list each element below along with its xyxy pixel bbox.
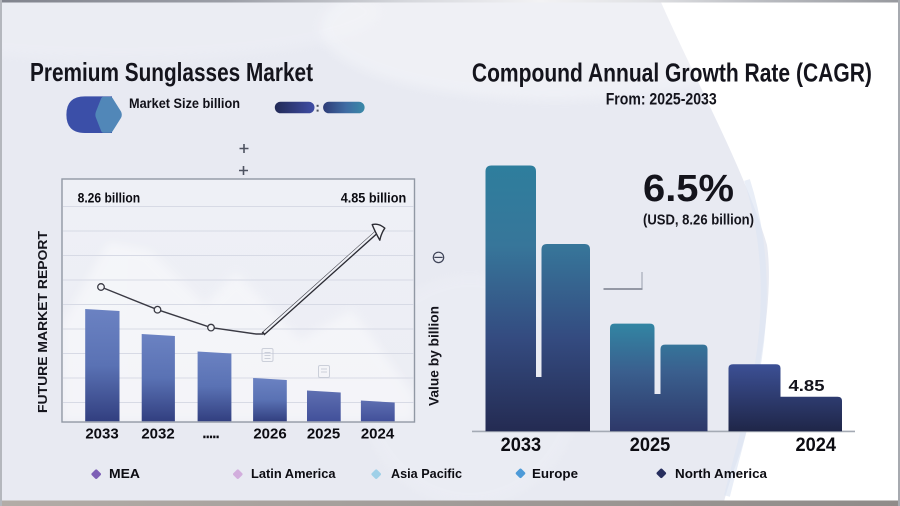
svg-text:2025: 2025 [307, 425, 340, 442]
svg-text:4.85: 4.85 [789, 378, 825, 395]
svg-text:Compound Annual Growth Rate (C: Compound Annual Growth Rate (CAGR) [472, 57, 872, 87]
svg-text:Europe: Europe [532, 467, 578, 481]
svg-text:Value by billion: Value by billion [427, 306, 442, 406]
svg-text:Market Size billion: Market Size billion [129, 96, 240, 111]
svg-text:2026: 2026 [253, 425, 286, 442]
svg-text:6.5%: 6.5% [643, 168, 734, 210]
svg-text:Latin America: Latin America [251, 467, 337, 481]
svg-text:Premium Sunglasses Market: Premium Sunglasses Market [30, 57, 313, 87]
svg-text:2033: 2033 [501, 434, 542, 456]
svg-text:2024: 2024 [361, 425, 395, 442]
svg-text:MEA: MEA [109, 467, 140, 481]
svg-text:2032: 2032 [141, 425, 174, 442]
svg-text:2024: 2024 [796, 434, 837, 456]
svg-text:FUTURE MARKET REPORT: FUTURE MARKET REPORT [36, 231, 50, 413]
svg-text:(USD, 8.26 billion): (USD, 8.26 billion) [643, 212, 754, 229]
svg-text:From: 2025-2033: From: 2025-2033 [606, 89, 717, 108]
svg-text:8.26 billion: 8.26 billion [78, 190, 141, 206]
svg-text:Asia Pacific: Asia Pacific [391, 467, 462, 481]
svg-text:2033: 2033 [85, 425, 118, 442]
svg-text:4.85 billion: 4.85 billion [341, 190, 407, 206]
svg-text:2025: 2025 [630, 434, 671, 456]
svg-text:North America: North America [675, 467, 768, 481]
